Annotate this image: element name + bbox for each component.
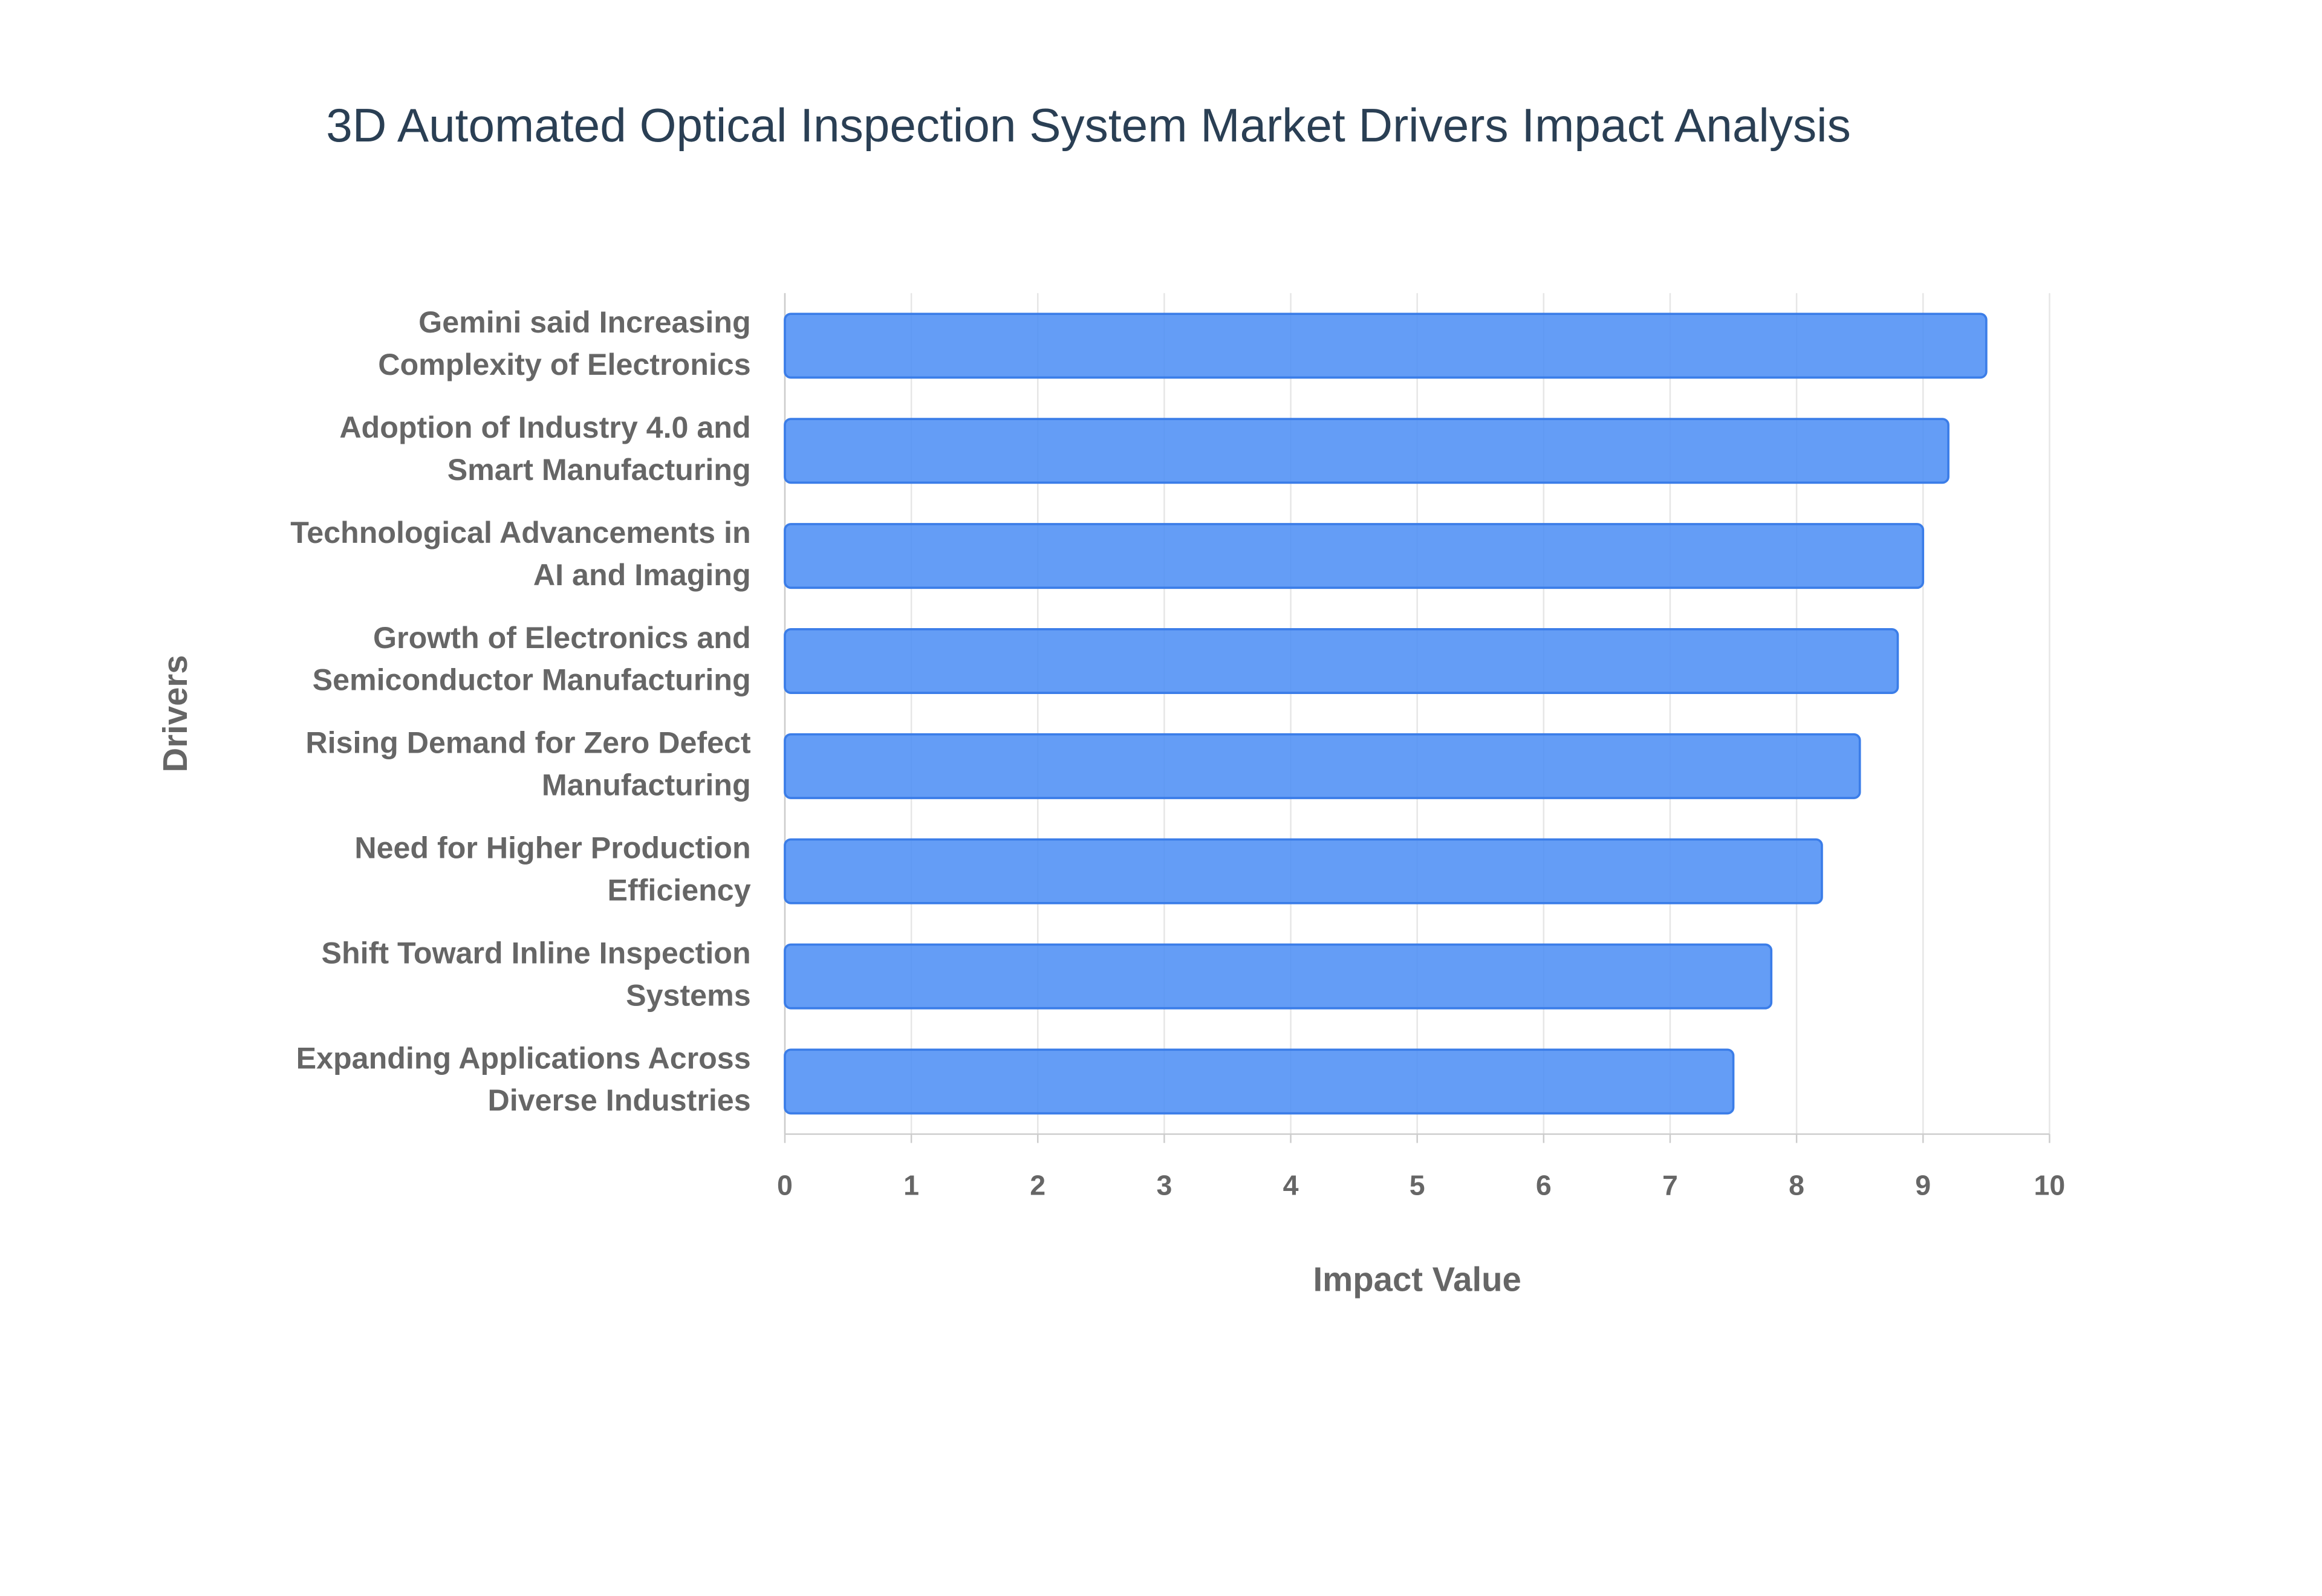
chart-title: 3D Automated Optical Inspection System M… (326, 99, 1851, 152)
x-tick-label: 3 (1156, 1169, 1172, 1201)
bar (784, 943, 1773, 1010)
y-tick-label: Systems (626, 978, 750, 1012)
y-tick-label: AI and Imaging (533, 558, 751, 592)
y-tick-label: Complexity of Electronics (378, 348, 750, 381)
x-tick-label: 4 (1283, 1169, 1299, 1201)
bar (784, 838, 1823, 904)
x-tick-label: 8 (1789, 1169, 1804, 1201)
y-tick-label: Semiconductor Manufacturing (313, 663, 751, 697)
bar (784, 733, 1861, 799)
y-tick-label: Shift Toward Inline Inspection (322, 936, 751, 970)
y-tick-label: Adoption of Industry 4.0 and (339, 410, 750, 444)
y-tick-label: Manufacturing (542, 768, 751, 802)
x-tick-label: 2 (1030, 1169, 1046, 1201)
x-tick-label: 9 (1915, 1169, 1931, 1201)
x-tick-label: 6 (1536, 1169, 1552, 1201)
y-tick-label: Expanding Applications Across (296, 1041, 751, 1075)
y-tick-label: Growth of Electronics and (373, 621, 751, 655)
x-axis-title: Impact Value (1313, 1260, 1521, 1299)
y-tick-label: Technological Advancements in (290, 516, 750, 550)
y-tick-label: Rising Demand for Zero Defect (305, 726, 750, 760)
x-tick-label: 1 (903, 1169, 919, 1201)
y-tick-label: Diverse Industries (487, 1083, 750, 1117)
y-tick-label: Efficiency (608, 873, 751, 907)
y-axis-title: Drivers (156, 655, 194, 772)
bar (784, 628, 1899, 694)
bar (784, 418, 1950, 484)
bar (784, 313, 1988, 379)
bar (784, 1048, 1735, 1115)
y-tick-label: Smart Manufacturing (447, 453, 751, 487)
y-tick-label: Gemini said Increasing (418, 305, 750, 339)
bar (784, 523, 1925, 589)
x-tick-label: 5 (1410, 1169, 1425, 1201)
x-tick-label: 10 (2034, 1169, 2066, 1201)
y-tick-label: Need for Higher Production (354, 831, 750, 865)
x-tick-label: 7 (1662, 1169, 1678, 1201)
x-tick-label: 0 (777, 1169, 793, 1201)
